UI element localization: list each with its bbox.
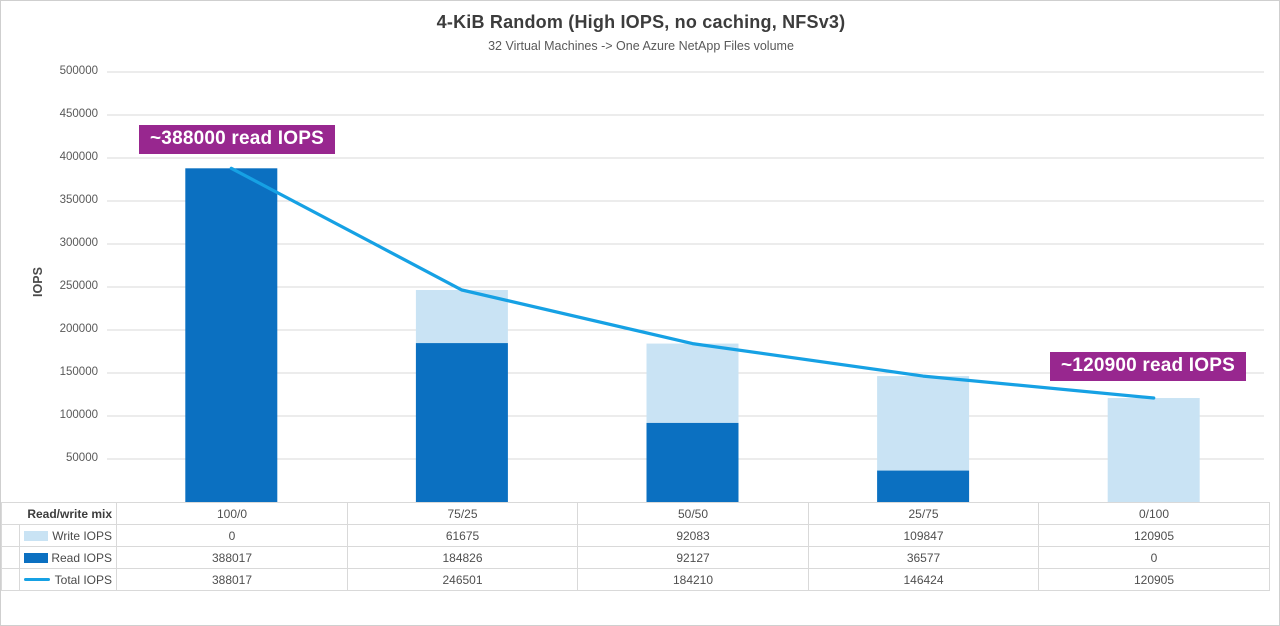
y-tick-label: 150000 (59, 366, 98, 378)
y-tick-label: 250000 (59, 280, 98, 292)
annotation-high-read-iops: ~388000 read IOPS (139, 125, 335, 154)
bar-read-iops (415, 343, 508, 502)
value-cell: 146424 (808, 568, 1040, 591)
series-label-cell: Read IOPS (18, 546, 118, 569)
table-row: Total IOPS 388017 246501 184210 146424 120905 (1, 568, 1271, 591)
y-tick-label: 450000 (59, 108, 98, 120)
bar-write-iops (646, 343, 739, 423)
bar-read-iops (646, 422, 739, 502)
table-row-header: Read/write mix (1, 502, 118, 525)
bar-write-iops (415, 290, 508, 344)
value-cell: 246501 (347, 568, 579, 591)
category-cell: 100/0 (116, 502, 349, 525)
value-cell: 388017 (116, 546, 349, 569)
annotation-low-read-iops: ~120900 read IOPS (1050, 352, 1246, 381)
category-cell: 75/25 (347, 502, 579, 525)
chart-title: 4-KiB Random (High IOPS, no caching, NFS… (436, 12, 846, 32)
value-cell: 92127 (577, 546, 810, 569)
chart-subtitle: 32 Virtual Machines -> One Azure NetApp … (488, 39, 794, 53)
legend-swatch-total-iops (24, 578, 50, 581)
bar-write-iops (877, 376, 970, 471)
series-name: Write IOPS (52, 528, 113, 543)
table-row: Read IOPS 388017 184826 92127 36577 0 (1, 546, 1271, 569)
y-tick-label: 300000 (59, 237, 98, 249)
y-tick-label: 100000 (59, 409, 98, 421)
value-cell: 184826 (347, 546, 579, 569)
value-cell: 36577 (808, 546, 1040, 569)
value-cell: 184210 (577, 568, 810, 591)
data-table: Read/write mix 100/0 75/25 50/50 25/75 0/100 W… (1, 502, 1271, 591)
value-cell: 0 (116, 524, 349, 547)
bar-read-iops (185, 168, 278, 502)
series-label-cell: Write IOPS (18, 524, 118, 547)
series-name: Read IOPS (51, 550, 113, 565)
table-spacer-cell (1, 568, 20, 591)
y-tick-label: 50000 (66, 452, 98, 464)
value-cell: 92083 (577, 524, 810, 547)
value-cell: 120905 (1038, 568, 1271, 591)
plot-area (107, 71, 1264, 502)
series-name: Total IOPS (54, 572, 113, 587)
value-cell: 0 (1038, 546, 1271, 569)
table-row-categories: Read/write mix 100/0 75/25 50/50 25/75 0/100 (1, 502, 1271, 525)
table-row: Write IOPS 0 61675 92083 109847 120905 (1, 524, 1271, 547)
value-cell: 109847 (808, 524, 1040, 547)
line-total-iops (229, 166, 1156, 400)
table-spacer-cell (1, 546, 20, 569)
value-cell: 61675 (347, 524, 579, 547)
category-cell: 0/100 (1038, 502, 1271, 525)
bar-write-iops (1107, 398, 1200, 502)
y-tick-label: 350000 (59, 194, 98, 206)
y-tick-label: 400000 (59, 151, 98, 163)
value-cell: 388017 (116, 568, 349, 591)
category-cell: 25/75 (808, 502, 1040, 525)
series-label-cell: Total IOPS (18, 568, 118, 591)
value-cell: 120905 (1038, 524, 1271, 547)
bar-read-iops (877, 470, 970, 502)
y-tick-label: 200000 (59, 323, 98, 335)
table-spacer-cell (1, 524, 20, 547)
y-tick-label: 500000 (59, 65, 98, 77)
legend-swatch-write-iops (24, 530, 48, 541)
legend-swatch-read-iops (24, 552, 48, 563)
category-cell: 50/50 (577, 502, 810, 525)
